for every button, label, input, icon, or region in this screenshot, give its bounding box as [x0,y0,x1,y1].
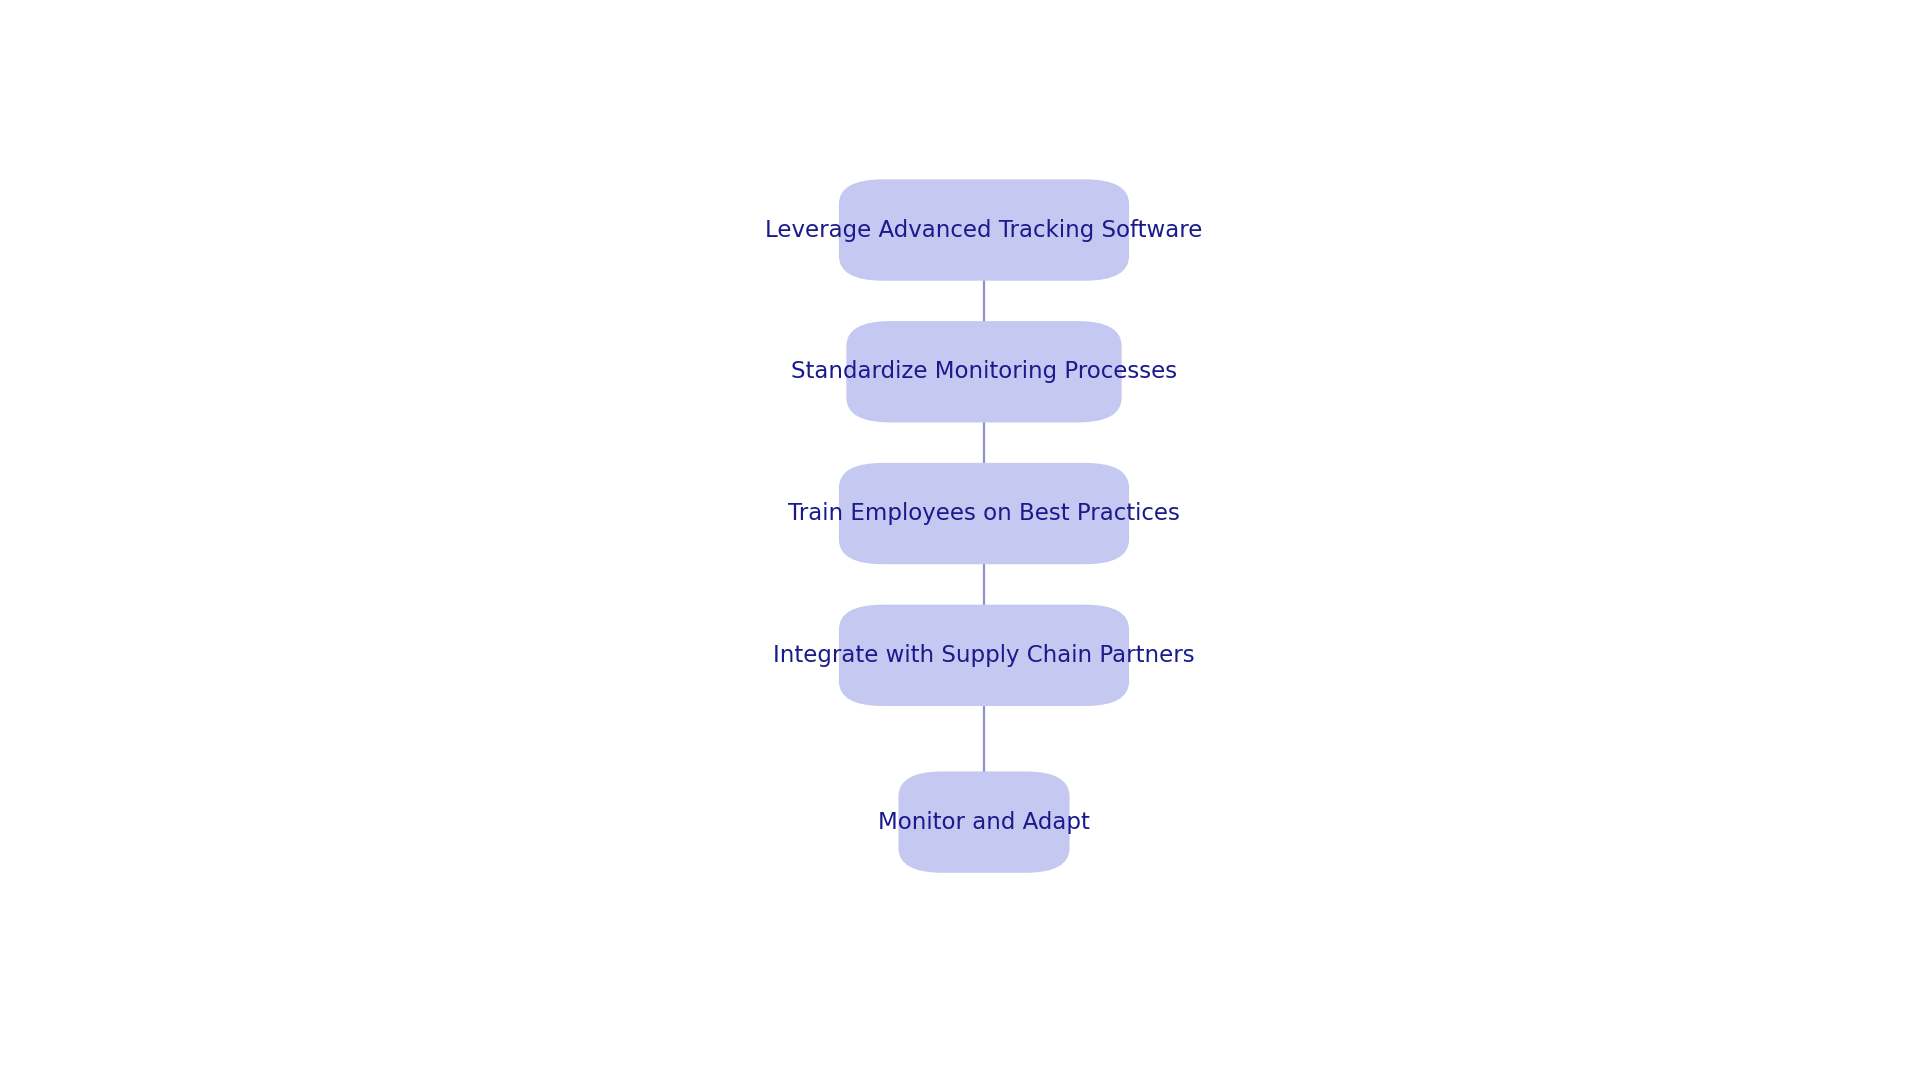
FancyBboxPatch shape [899,771,1069,873]
Text: Leverage Advanced Tracking Software: Leverage Advanced Tracking Software [766,219,1202,242]
Text: Monitor and Adapt: Monitor and Adapt [877,810,1091,834]
Text: Integrate with Supply Chain Partners: Integrate with Supply Chain Partners [774,643,1194,667]
Text: Standardize Monitoring Processes: Standardize Monitoring Processes [791,361,1177,383]
FancyBboxPatch shape [839,462,1129,564]
FancyBboxPatch shape [839,180,1129,280]
FancyBboxPatch shape [839,604,1129,706]
FancyBboxPatch shape [847,322,1121,422]
Text: Train Employees on Best Practices: Train Employees on Best Practices [787,503,1181,525]
